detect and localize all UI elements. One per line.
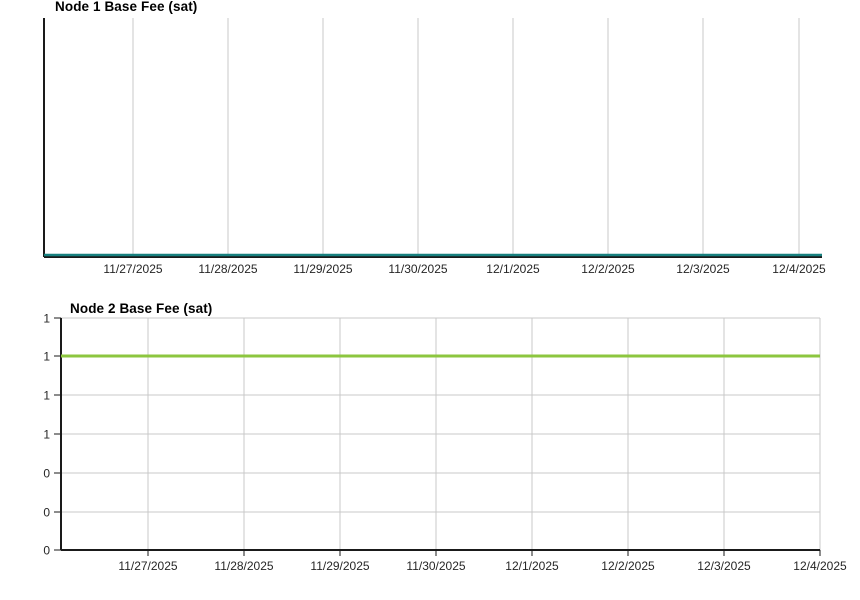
x-tick-label: 12/3/2025 xyxy=(676,262,730,276)
chart-title-node1: Node 1 Base Fee (sat) xyxy=(55,0,198,14)
gridlines-node2 xyxy=(61,317,821,551)
x-tick-label: 12/3/2025 xyxy=(697,559,751,573)
x-tick-label: 12/4/2025 xyxy=(772,262,826,276)
y-tick-label: 1 xyxy=(43,389,50,403)
chart-panel-node1: Node 1 Base Fee (sat) 11/27/2025 11/28/20… xyxy=(0,0,860,292)
x-tick-label: 12/1/2025 xyxy=(505,559,559,573)
x-tick-label: 12/2/2025 xyxy=(581,262,635,276)
x-tick-labels-node1: 11/27/2025 11/28/2025 11/29/2025 11/30/2025… xyxy=(103,262,826,276)
x-tick-label: 11/27/2025 xyxy=(118,559,177,573)
x-tick-label: 12/4/2025 xyxy=(793,559,847,573)
x-tick-label: 11/30/2025 xyxy=(388,262,447,276)
chart-plot-node1: 11/27/2025 11/28/2025 11/29/2025 11/30/2025… xyxy=(43,18,826,276)
y-tick-label: 1 xyxy=(43,312,50,326)
x-tick-labels-node2: 11/27/2025 11/28/2025 11/29/2025 11/30/2025… xyxy=(118,559,847,573)
gridlines-node1 xyxy=(132,18,800,257)
x-tick-label: 11/29/2025 xyxy=(310,559,369,573)
chart-panel-node2: Node 2 Base Fee (sat) 1 1 1 1 0 0 0 11/27/2025… xyxy=(0,292,860,600)
y-tick-label: 1 xyxy=(43,428,50,442)
x-tick-label: 12/2/2025 xyxy=(601,559,655,573)
x-tick-label: 11/28/2025 xyxy=(198,262,257,276)
x-tick-label: 11/29/2025 xyxy=(293,262,352,276)
x-tick-label: 12/1/2025 xyxy=(486,262,540,276)
y-tick-label: 0 xyxy=(43,506,50,520)
x-tick-label: 11/30/2025 xyxy=(406,559,465,573)
y-tick-label: 1 xyxy=(43,350,50,364)
chart-title-node2: Node 2 Base Fee (sat) xyxy=(70,301,213,316)
y-ticks-node2: 1 1 1 1 0 0 0 xyxy=(43,312,821,558)
y-tick-label: 0 xyxy=(43,544,50,558)
x-tick-label: 11/27/2025 xyxy=(103,262,162,276)
y-tick-label: 0 xyxy=(43,467,50,481)
axes-node1 xyxy=(43,18,822,258)
x-tick-label: 11/28/2025 xyxy=(214,559,273,573)
